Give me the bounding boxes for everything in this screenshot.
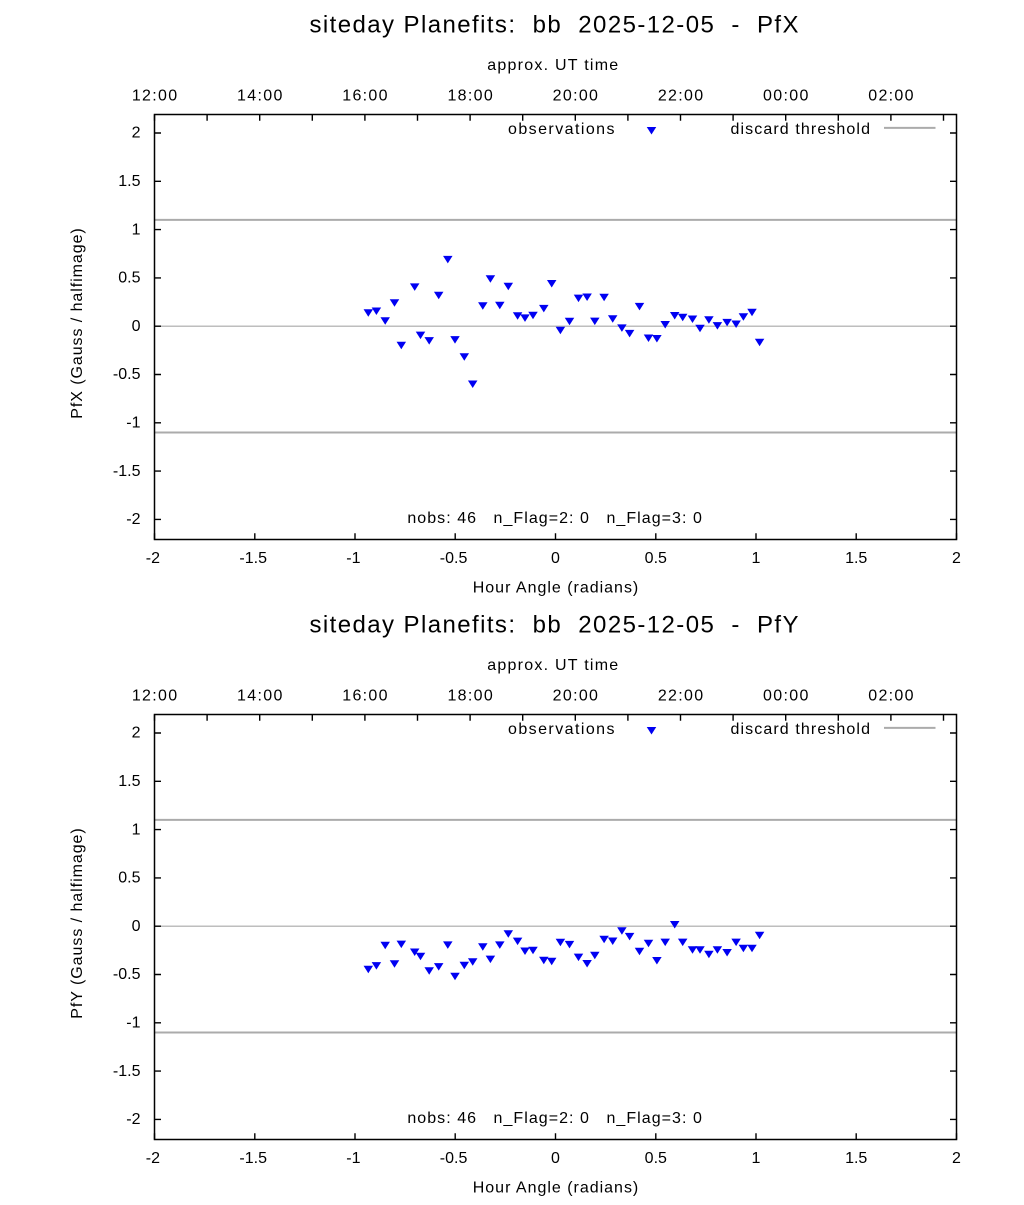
svg-text:PfX (Gauss / halfimage): PfX (Gauss / halfimage)	[69, 228, 86, 419]
svg-text:1.5: 1.5	[118, 773, 140, 790]
svg-text:-2: -2	[146, 550, 160, 567]
svg-text:22:00: 22:00	[658, 88, 703, 105]
svg-text:-0.5: -0.5	[440, 550, 468, 567]
svg-text:1: 1	[752, 1150, 761, 1167]
svg-text:1.5: 1.5	[118, 173, 140, 190]
svg-text:-2: -2	[126, 1111, 140, 1128]
svg-text:20:00: 20:00	[553, 88, 598, 105]
svg-text:1: 1	[752, 550, 761, 567]
svg-text:14:00: 14:00	[237, 88, 282, 105]
svg-text:22:00: 22:00	[658, 688, 703, 705]
svg-text:-0.5: -0.5	[440, 1150, 468, 1167]
svg-text:-1.5: -1.5	[113, 1063, 141, 1080]
svg-text:0.5: 0.5	[118, 870, 140, 887]
svg-text:1.5: 1.5	[845, 550, 867, 567]
svg-text:0: 0	[132, 318, 141, 335]
svg-text:Hour Angle (radians): Hour Angle (radians)	[473, 580, 639, 597]
svg-text:-1: -1	[126, 415, 140, 432]
svg-text:-1.5: -1.5	[113, 463, 141, 480]
svg-text:-1.5: -1.5	[239, 550, 267, 567]
svg-text:-0.5: -0.5	[113, 366, 141, 383]
svg-text:1: 1	[132, 221, 141, 238]
svg-text:0.5: 0.5	[118, 270, 140, 287]
svg-text:2: 2	[952, 550, 961, 567]
svg-text:discard threshold: discard threshold	[731, 721, 871, 738]
svg-text:-1: -1	[126, 1015, 140, 1032]
svg-text:nobs: 46 n_Flag=2: 0 n_Fla: nobs: 46 n_Flag=2: 0 n_Flag=3: 0	[407, 1110, 702, 1127]
svg-text:0.5: 0.5	[645, 1150, 667, 1167]
svg-text:-2: -2	[146, 1150, 160, 1167]
svg-text:2: 2	[132, 125, 141, 142]
svg-text:02:00: 02:00	[868, 88, 913, 105]
svg-text:Hour Angle (radians): Hour Angle (radians)	[473, 1180, 639, 1197]
svg-text:nobs: 46 n_Flag=2: 0 n_Fla: nobs: 46 n_Flag=2: 0 n_Flag=3: 0	[407, 510, 702, 527]
svg-text:12:00: 12:00	[132, 88, 177, 105]
svg-text:approx. UT time: approx. UT time	[487, 57, 618, 74]
svg-text:18:00: 18:00	[447, 88, 492, 105]
svg-text:0: 0	[551, 1150, 560, 1167]
svg-text:-1: -1	[346, 550, 360, 567]
svg-text:00:00: 00:00	[763, 88, 808, 105]
svg-text:-0.5: -0.5	[113, 966, 141, 983]
svg-text:00:00: 00:00	[763, 688, 808, 705]
svg-text:siteday Planefits: bb 2025-1: siteday Planefits: bb 2025-12-05 - PfY	[310, 611, 799, 638]
svg-text:1: 1	[132, 821, 141, 838]
svg-text:0: 0	[551, 550, 560, 567]
svg-text:-1.5: -1.5	[239, 1150, 267, 1167]
svg-text:PfY (Gauss / halfimage): PfY (Gauss / halfimage)	[69, 828, 86, 1019]
svg-text:siteday Planefits: bb 2025-1: siteday Planefits: bb 2025-12-05 - PfX	[310, 11, 799, 38]
svg-text:1.5: 1.5	[845, 1150, 867, 1167]
svg-text:02:00: 02:00	[868, 688, 913, 705]
svg-text:20:00: 20:00	[553, 688, 598, 705]
svg-text:observations: observations	[508, 721, 615, 738]
svg-text:observations: observations	[508, 121, 615, 138]
svg-text:2: 2	[132, 725, 141, 742]
svg-text:approx. UT time: approx. UT time	[487, 657, 618, 674]
svg-text:14:00: 14:00	[237, 688, 282, 705]
svg-text:discard threshold: discard threshold	[731, 121, 871, 138]
svg-text:16:00: 16:00	[342, 688, 387, 705]
svg-text:0.5: 0.5	[645, 550, 667, 567]
svg-text:12:00: 12:00	[132, 688, 177, 705]
svg-text:0: 0	[132, 918, 141, 935]
svg-text:18:00: 18:00	[447, 688, 492, 705]
svg-text:16:00: 16:00	[342, 88, 387, 105]
svg-text:2: 2	[952, 1150, 961, 1167]
svg-text:-1: -1	[346, 1150, 360, 1167]
svg-text:-2: -2	[126, 511, 140, 528]
